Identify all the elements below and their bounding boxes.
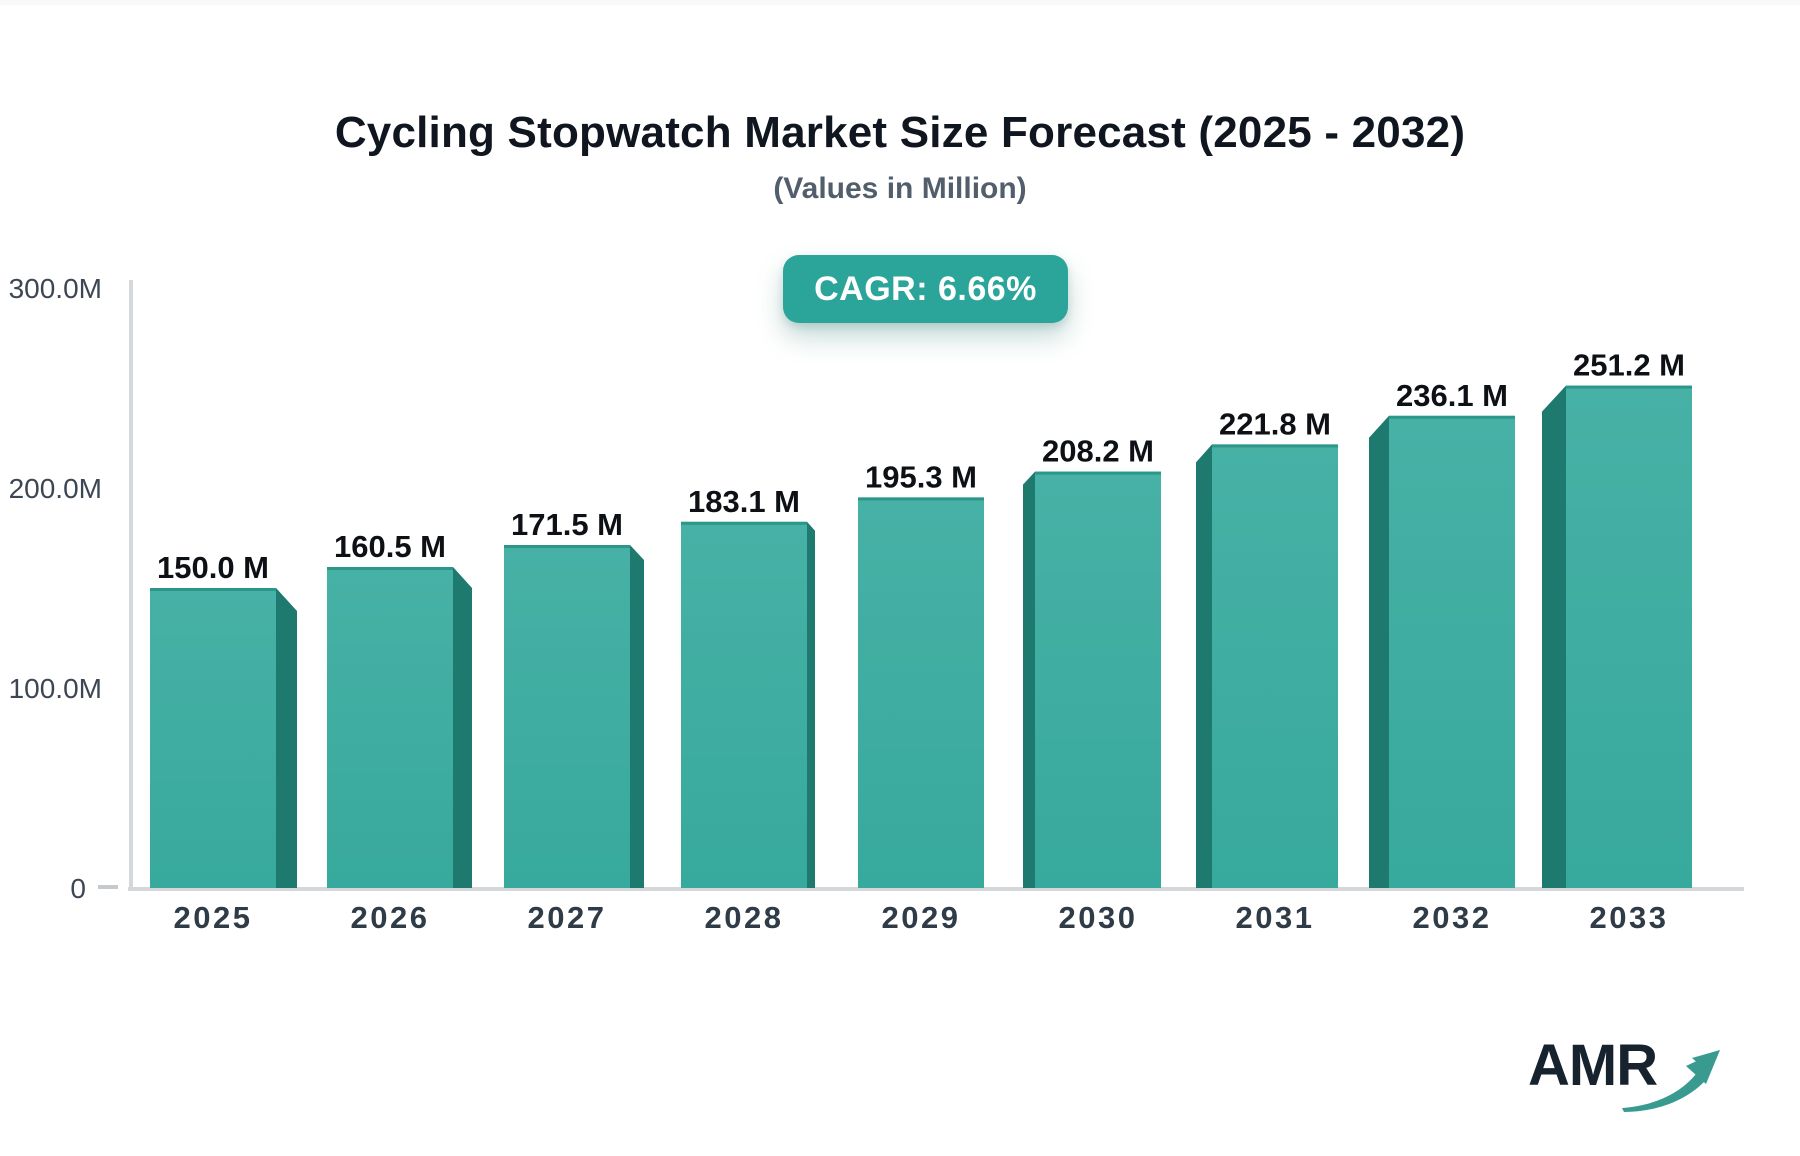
zero-tick-mark (98, 885, 118, 889)
bar-2028 (681, 521, 807, 888)
chart-subtitle: (Values in Million) (773, 172, 1027, 205)
x-tick-label: 2029 (882, 900, 961, 935)
bar-top-edge (858, 497, 984, 501)
x-tick-label: 2032 (1413, 900, 1492, 935)
bar-top-edge (1566, 385, 1692, 389)
x-tick-label: 2027 (528, 900, 607, 935)
bar-side-2027 (630, 545, 644, 888)
bar-side-2025 (276, 588, 297, 888)
y-tick-label: 300.0M (9, 273, 102, 304)
bar-value-label: 208.2 M (1042, 434, 1154, 469)
bar-value-label: 221.8 M (1219, 406, 1331, 441)
bar-2033 (1566, 385, 1692, 888)
bar-top-edge (327, 567, 453, 570)
bar-top-edge (1389, 415, 1515, 419)
bar-side-2031 (1196, 444, 1212, 888)
chart-title: Cycling Stopwatch Market Size Forecast (… (334, 108, 1466, 157)
bar-side-2033 (1542, 385, 1566, 888)
page-top-border (0, 0, 1800, 5)
cagr-badge-label: CAGR: 6.66% (814, 269, 1037, 308)
bar-value-label: 150.0 M (157, 550, 269, 585)
bar-side-2028 (807, 521, 815, 888)
y-tick-label: 100.0M (9, 673, 102, 704)
x-tick-label: 2028 (705, 900, 784, 935)
bar-value-label: 251.2 M (1573, 348, 1685, 383)
bar-2030 (1035, 471, 1161, 888)
x-tick-label: 2033 (1590, 900, 1669, 935)
y-tick-label: 0 (70, 873, 86, 904)
bar-value-label: 195.3 M (865, 459, 977, 494)
bar-2029 (858, 497, 984, 888)
x-tick-label: 2030 (1059, 900, 1138, 935)
bar-top-edge (1212, 444, 1338, 448)
bar-2025 (150, 588, 276, 888)
bar-side-2030 (1023, 471, 1035, 888)
x-tick-label: 2026 (351, 900, 430, 935)
bar-top-edge (504, 545, 630, 548)
x-tick-label: 2025 (174, 900, 253, 935)
growth-arrow-icon (1622, 1050, 1720, 1112)
x-tick-label: 2031 (1236, 900, 1315, 935)
bar-value-label: 183.1 M (688, 484, 800, 519)
bar-value-label: 160.5 M (334, 529, 446, 564)
cagr-badge: CAGR: 6.66% (783, 255, 1068, 323)
brand-logo-text: AMR (1528, 1033, 1658, 1098)
bar-value-label: 236.1 M (1396, 378, 1508, 413)
bar-2026 (327, 567, 453, 888)
bar-side-2026 (453, 567, 472, 888)
y-tick-label: 200.0M (9, 473, 102, 504)
bar-2031 (1212, 444, 1338, 888)
bar-top-edge (150, 588, 276, 591)
bar-value-label: 171.5 M (511, 507, 623, 542)
chart-header: Cycling Stopwatch Market Size Forecast (… (0, 108, 1800, 206)
y-axis-line (129, 280, 133, 891)
bar-2032 (1389, 415, 1515, 888)
bar-2027 (504, 545, 630, 888)
bar-side-2032 (1369, 415, 1389, 888)
brand-logo: AMR (1528, 1032, 1738, 1122)
bar-top-edge (1035, 471, 1161, 475)
x-axis-line (128, 887, 1744, 891)
bar-top-edge (681, 521, 807, 525)
